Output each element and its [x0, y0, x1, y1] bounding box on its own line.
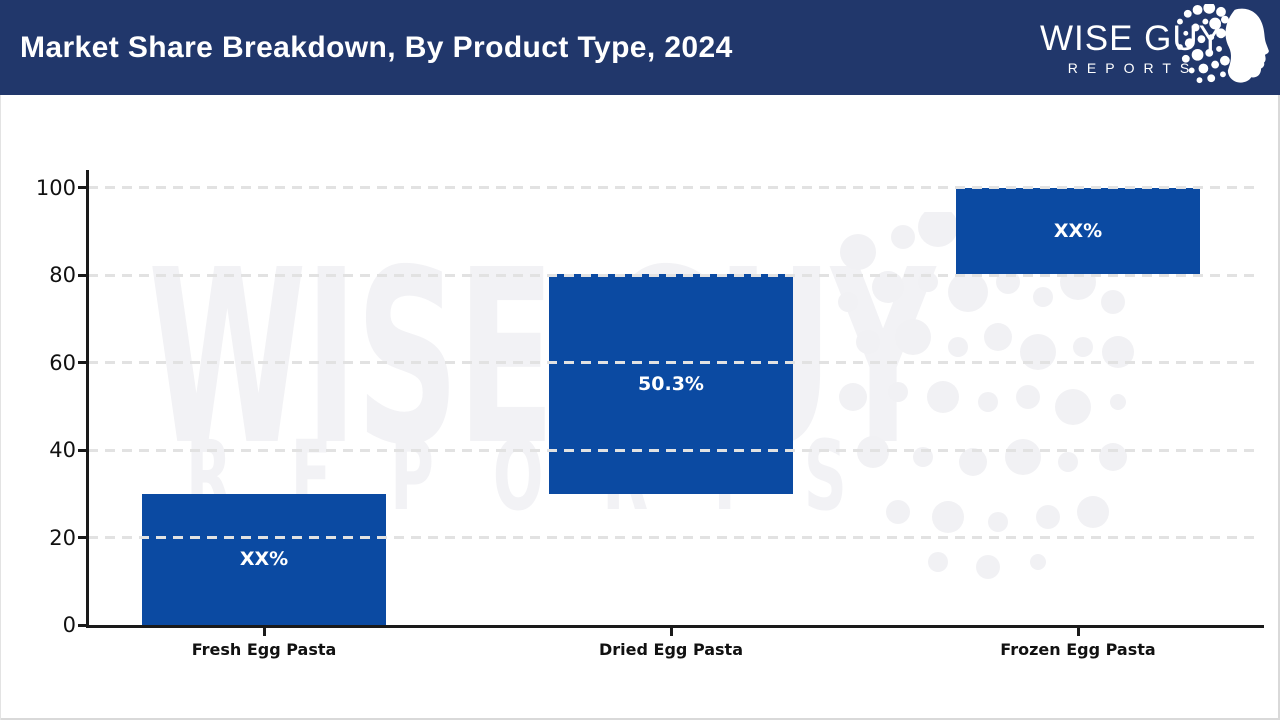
- page-title: Market Share Breakdown, By Product Type,…: [20, 31, 733, 64]
- y-tick-mark: [78, 186, 87, 189]
- y-tick-label: 40: [49, 438, 76, 462]
- gridline: [88, 448, 1254, 452]
- y-tick-mark: [78, 273, 87, 277]
- wiseguy-face-icon: [1177, 4, 1269, 84]
- y-tick-label: 80: [49, 263, 76, 287]
- y-tick-label: 0: [62, 613, 76, 637]
- watermark-wordmark: WISE GUY: [148, 218, 935, 498]
- logo-wordmark: WISE GUY: [1040, 19, 1224, 58]
- bar-value-label: XX%: [239, 548, 289, 571]
- y-tick-mark: [78, 448, 87, 452]
- y-tick-mark: [78, 536, 87, 539]
- page-border-right: [1278, 95, 1280, 720]
- x-axis: [86, 625, 1264, 628]
- x-category-label: Fresh Egg Pasta: [191, 640, 337, 659]
- bar-value-label: 50.3%: [638, 372, 704, 395]
- y-tick-label: 100: [35, 175, 76, 200]
- x-category-label: Frozen Egg Pasta: [1000, 640, 1156, 659]
- page-border-left: [0, 95, 1, 720]
- header: Market Share Breakdown, By Product Type,…: [0, 0, 1280, 95]
- gridline: [88, 186, 1254, 189]
- x-tick-mark: [1076, 628, 1080, 636]
- bar-value-label: XX%: [1053, 219, 1103, 242]
- bar: XX%: [956, 187, 1200, 274]
- bar: XX%: [142, 493, 386, 625]
- x-tick-mark: [262, 628, 266, 636]
- page-border-bottom: [0, 718, 1280, 720]
- y-tick-mark: [78, 623, 87, 627]
- bar: 50.3%: [549, 273, 793, 494]
- gridline: [88, 273, 1254, 277]
- x-category-label: Dried Egg Pasta: [599, 640, 743, 659]
- y-tick-label: 20: [49, 525, 76, 550]
- x-tick-mark: [669, 628, 673, 636]
- logo-subtitle: REPORTS: [1067, 60, 1199, 76]
- y-tick-label: 60: [49, 350, 76, 375]
- y-axis: [86, 170, 89, 628]
- wiseguy-logo: WISE GUY REPORTS: [1040, 19, 1224, 77]
- y-tick-mark: [78, 361, 87, 364]
- gridline: [88, 536, 1254, 539]
- watermark-face-icon: [838, 212, 1134, 579]
- gridline: [88, 361, 1254, 364]
